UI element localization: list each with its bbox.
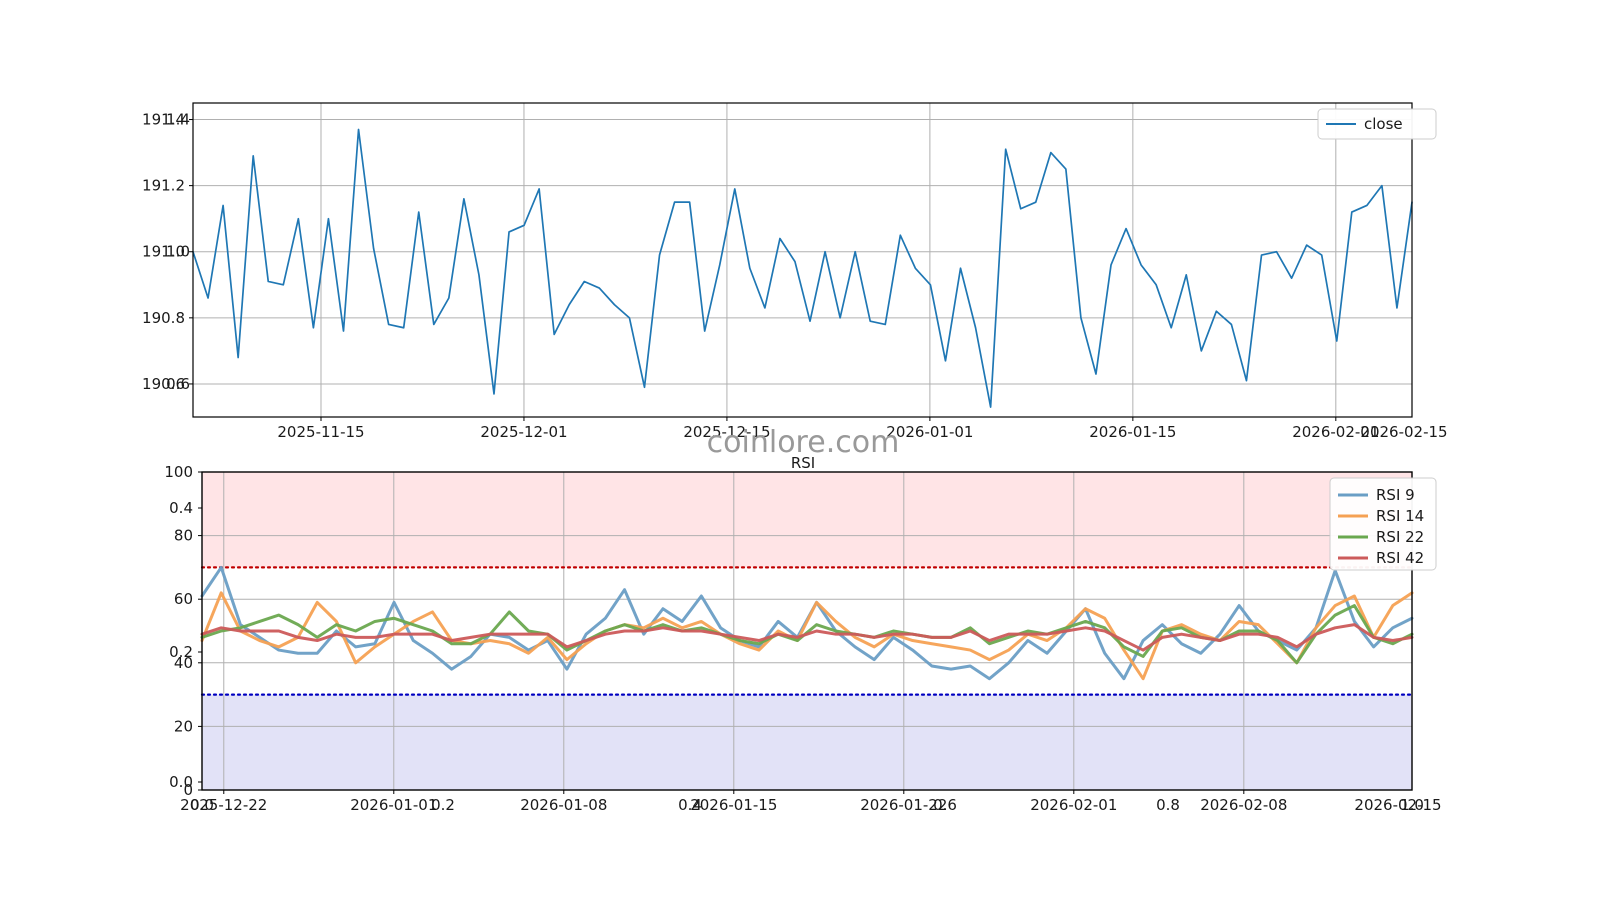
rsi-line-rsi-42 — [200, 623, 1414, 652]
price-y-tick-label-secondary: 1.4 — [166, 111, 190, 129]
rsi-legend[interactable]: RSI 9 RSI 14 RSI 22 RSI 42 — [1329, 477, 1437, 571]
rsi-legend-box — [1329, 477, 1437, 571]
price-legend-label: close — [1364, 115, 1403, 133]
price-x-tick-label: 2026-02-01 — [1292, 423, 1379, 441]
rsi-x-tick-label: 2026-01-15 — [690, 796, 777, 814]
rsi-x-tick-label-secondary: 0.6 — [933, 796, 957, 814]
rsi-band-overbought — [202, 472, 1412, 568]
rsi-x-tick-label-secondary: 1.0 — [1400, 796, 1424, 814]
rsi-title: RSI — [791, 454, 815, 472]
price-plot-frame — [192, 102, 1413, 418]
rsi-y-tick-label: 20 — [174, 717, 193, 735]
watermark-text: coinlore.com — [707, 425, 900, 460]
rsi-legend-label: RSI 14 — [1376, 507, 1424, 525]
rsi-x-tick-label: 2025-12-22 — [180, 796, 267, 814]
rsi-y-tick-labels: 100 80 60 40 20 0 — [164, 463, 202, 799]
rsi-x-tick-label-secondary: 0.4 — [678, 796, 702, 814]
rsi-x-tick-label: 2026-02-08 — [1200, 796, 1287, 814]
price-x-tick-label: 2026-02-15 — [1360, 423, 1447, 441]
rsi-y-tick-label-secondary: 0.0 — [169, 773, 193, 791]
price-x-tick-labels: 2025-11-15 2025-12-01 2025-12-15 2026-01-01… — [277, 417, 1448, 441]
price-y-tick-labels: 191.4 191.2 191.0 190.8 190.6 — [142, 111, 193, 393]
rsi-y-tick-label: 0 — [183, 781, 193, 799]
rsi-y-tick-labels-secondary: 0.4 0.2 0.0 — [169, 499, 202, 791]
price-x-tick-label: 2025-11-15 — [277, 423, 364, 441]
rsi-y-tick-label: 100 — [164, 463, 193, 481]
rsi-legend-label: RSI 22 — [1376, 528, 1424, 546]
price-y-tick-label: 191.4 — [142, 111, 185, 129]
price-panel: 191.4 191.2 191.0 190.8 190.6 1.4 1.0 0.6 2025… — [142, 102, 1448, 441]
price-gridlines — [193, 103, 1412, 417]
rsi-line-rsi-14 — [200, 591, 1414, 681]
rsi-y-tick-label: 60 — [174, 590, 193, 608]
rsi-x-tick-label: 2026-02-15 — [1354, 796, 1441, 814]
price-series-group — [192, 128, 1413, 408]
rsi-x-tick-labels-secondary: 0.0 0.2 0.4 0.6 0.8 1.0 — [190, 796, 1424, 814]
price-y-tick-label: 190.8 — [142, 309, 185, 327]
rsi-threshold-bands — [202, 472, 1412, 790]
rsi-legend-label: RSI 42 — [1376, 549, 1424, 567]
rsi-y-tick-label-secondary: 0.4 — [169, 499, 193, 517]
price-legend[interactable]: close — [1317, 108, 1437, 140]
price-y-tick-labels-secondary: 1.4 1.0 0.6 — [166, 111, 190, 393]
price-y-tick-label: 191.0 — [142, 243, 185, 261]
price-x-tick-label: 2025-12-01 — [480, 423, 567, 441]
price-y-tick-label: 190.6 — [142, 375, 185, 393]
rsi-y-tick-label: 80 — [174, 527, 193, 545]
rsi-y-tick-label: 40 — [174, 654, 193, 672]
price-legend-box — [1317, 108, 1437, 140]
rsi-y-tick-label-secondary: 0.2 — [169, 643, 193, 661]
rsi-series-group — [200, 565, 1414, 681]
rsi-band-oversold — [202, 694, 1412, 790]
rsi-x-tick-label-secondary: 0.2 — [431, 796, 455, 814]
price-close-line — [192, 128, 1413, 408]
price-x-tick-label: 2026-01-15 — [1089, 423, 1176, 441]
rsi-x-tick-label: 2026-01-22 — [860, 796, 947, 814]
rsi-x-tick-label: 2026-01-08 — [520, 796, 607, 814]
rsi-x-tick-label: 2026-02-01 — [1030, 796, 1117, 814]
rsi-plot-frame — [201, 471, 1413, 791]
rsi-legend-label: RSI 9 — [1376, 486, 1415, 504]
rsi-x-tick-labels: 2025-12-22 2026-01-01 2026-01-08 2026-01-15… — [180, 790, 1442, 814]
price-x-tick-label: 2026-01-01 — [886, 423, 973, 441]
price-y-tick-label-secondary: 1.0 — [166, 243, 190, 261]
price-y-tick-label: 191.2 — [142, 177, 185, 195]
rsi-threshold-lines — [200, 566, 1414, 696]
rsi-x-tick-label-secondary: 0.0 — [190, 796, 214, 814]
rsi-x-tick-label-secondary: 0.8 — [1156, 796, 1180, 814]
rsi-x-tick-label: 2026-01-01 — [350, 796, 437, 814]
price-x-tick-label: 2025-12-15 — [683, 423, 770, 441]
price-y-tick-label-secondary: 0.6 — [166, 375, 190, 393]
